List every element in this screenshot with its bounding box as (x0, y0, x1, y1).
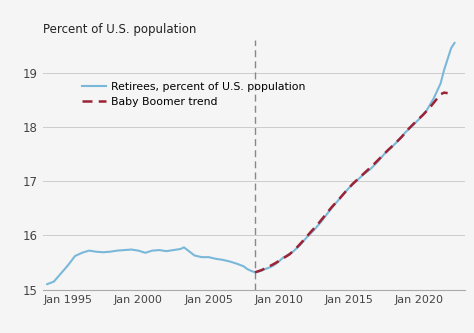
Text: Percent of U.S. population: Percent of U.S. population (43, 23, 196, 36)
Legend: Retirees, percent of U.S. population, Baby Boomer trend: Retirees, percent of U.S. population, Ba… (78, 78, 310, 111)
